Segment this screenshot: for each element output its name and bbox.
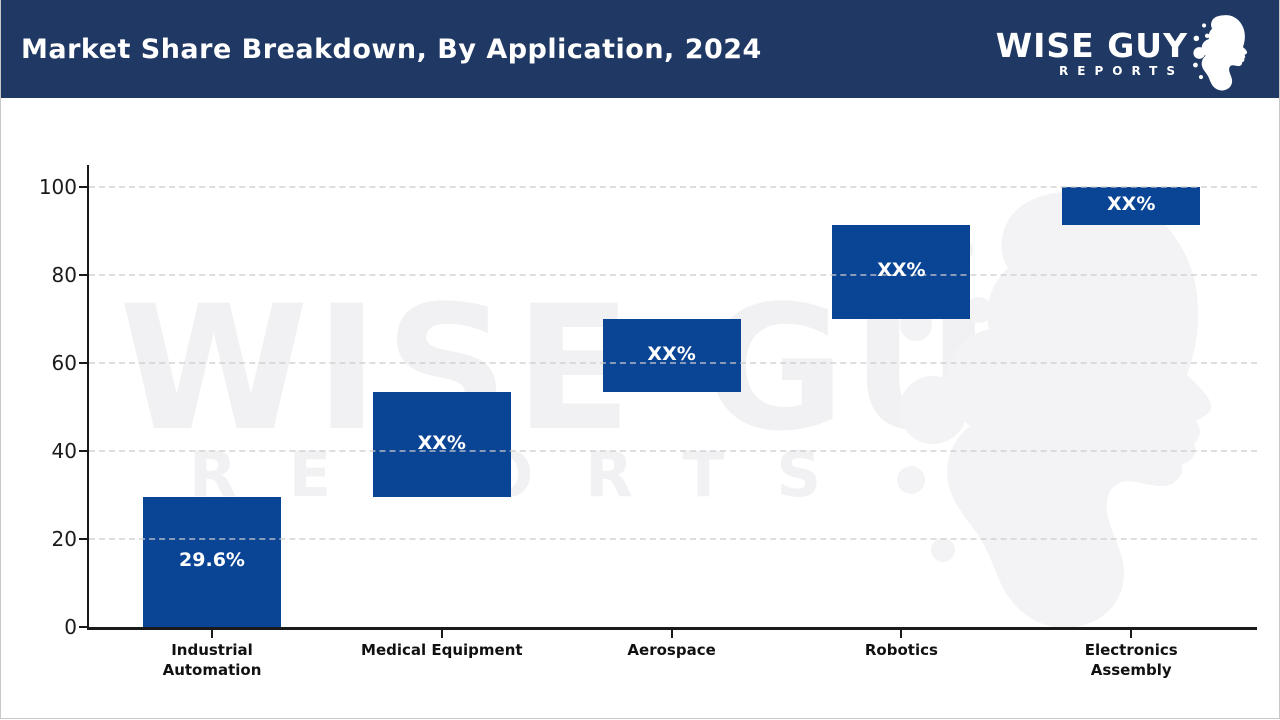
brand-logo-face-icon	[1193, 15, 1248, 91]
x-category-label: Electronics Assembly	[1084, 641, 1178, 679]
x-category-label: Medical Equipment	[361, 641, 523, 659]
watermark-text-reports: REPORTS	[189, 438, 874, 511]
bar-value-label: XX%	[647, 342, 696, 365]
bar-value-label: XX%	[877, 258, 926, 281]
gridline	[89, 274, 1257, 276]
y-tick-label: 100	[38, 175, 77, 199]
y-tick-mark	[79, 274, 87, 276]
bar-medical-equipment	[372, 392, 511, 497]
bar-aerospace	[602, 318, 741, 393]
bar-robotics	[832, 225, 971, 319]
y-tick-mark	[79, 362, 87, 364]
y-tick-mark	[79, 186, 87, 188]
brand-logo-wordmark: WISE GUY	[995, 26, 1188, 65]
x-tick-mark	[670, 629, 673, 638]
y-tick-label: 60	[51, 351, 77, 375]
gridline	[89, 538, 1257, 540]
y-tick-label: 40	[51, 439, 77, 463]
bar-electronics-assembly	[1062, 187, 1201, 226]
gridline	[89, 362, 1257, 364]
y-tick-label: 0	[64, 615, 77, 639]
x-category-label: Aerospace	[627, 641, 716, 659]
x-tick-mark	[900, 629, 903, 638]
brand-logo: WISE GUY REPORTS	[996, 6, 1266, 92]
watermark-face-logo	[897, 189, 1212, 628]
gridline	[89, 186, 1257, 188]
gridline	[89, 450, 1257, 452]
x-tick-mark	[211, 629, 213, 638]
x-category-label: Robotics	[864, 641, 938, 659]
y-tick-label: 20	[51, 527, 77, 551]
bar-value-label: 29.6%	[179, 548, 245, 571]
brand-logo-subtitle: REPORTS	[1059, 64, 1184, 78]
y-tick-mark	[79, 450, 87, 452]
x-tick-mark	[1130, 629, 1133, 638]
bar-value-label: XX%	[417, 431, 466, 454]
y-tick-label: 80	[51, 263, 77, 287]
y-axis-line	[87, 165, 89, 627]
header-bar: Market Share Breakdown, By Application, …	[1, 0, 1279, 98]
x-axis-line	[87, 627, 1257, 630]
bar-value-label: XX%	[1107, 193, 1156, 216]
y-tick-mark	[79, 626, 87, 628]
x-tick-mark	[440, 629, 443, 638]
x-category-label: Industrial Automation	[162, 641, 262, 679]
bar-industrial-automation	[143, 496, 281, 627]
y-tick-mark	[79, 538, 87, 540]
page-title: Market Share Breakdown, By Application, …	[21, 34, 762, 65]
